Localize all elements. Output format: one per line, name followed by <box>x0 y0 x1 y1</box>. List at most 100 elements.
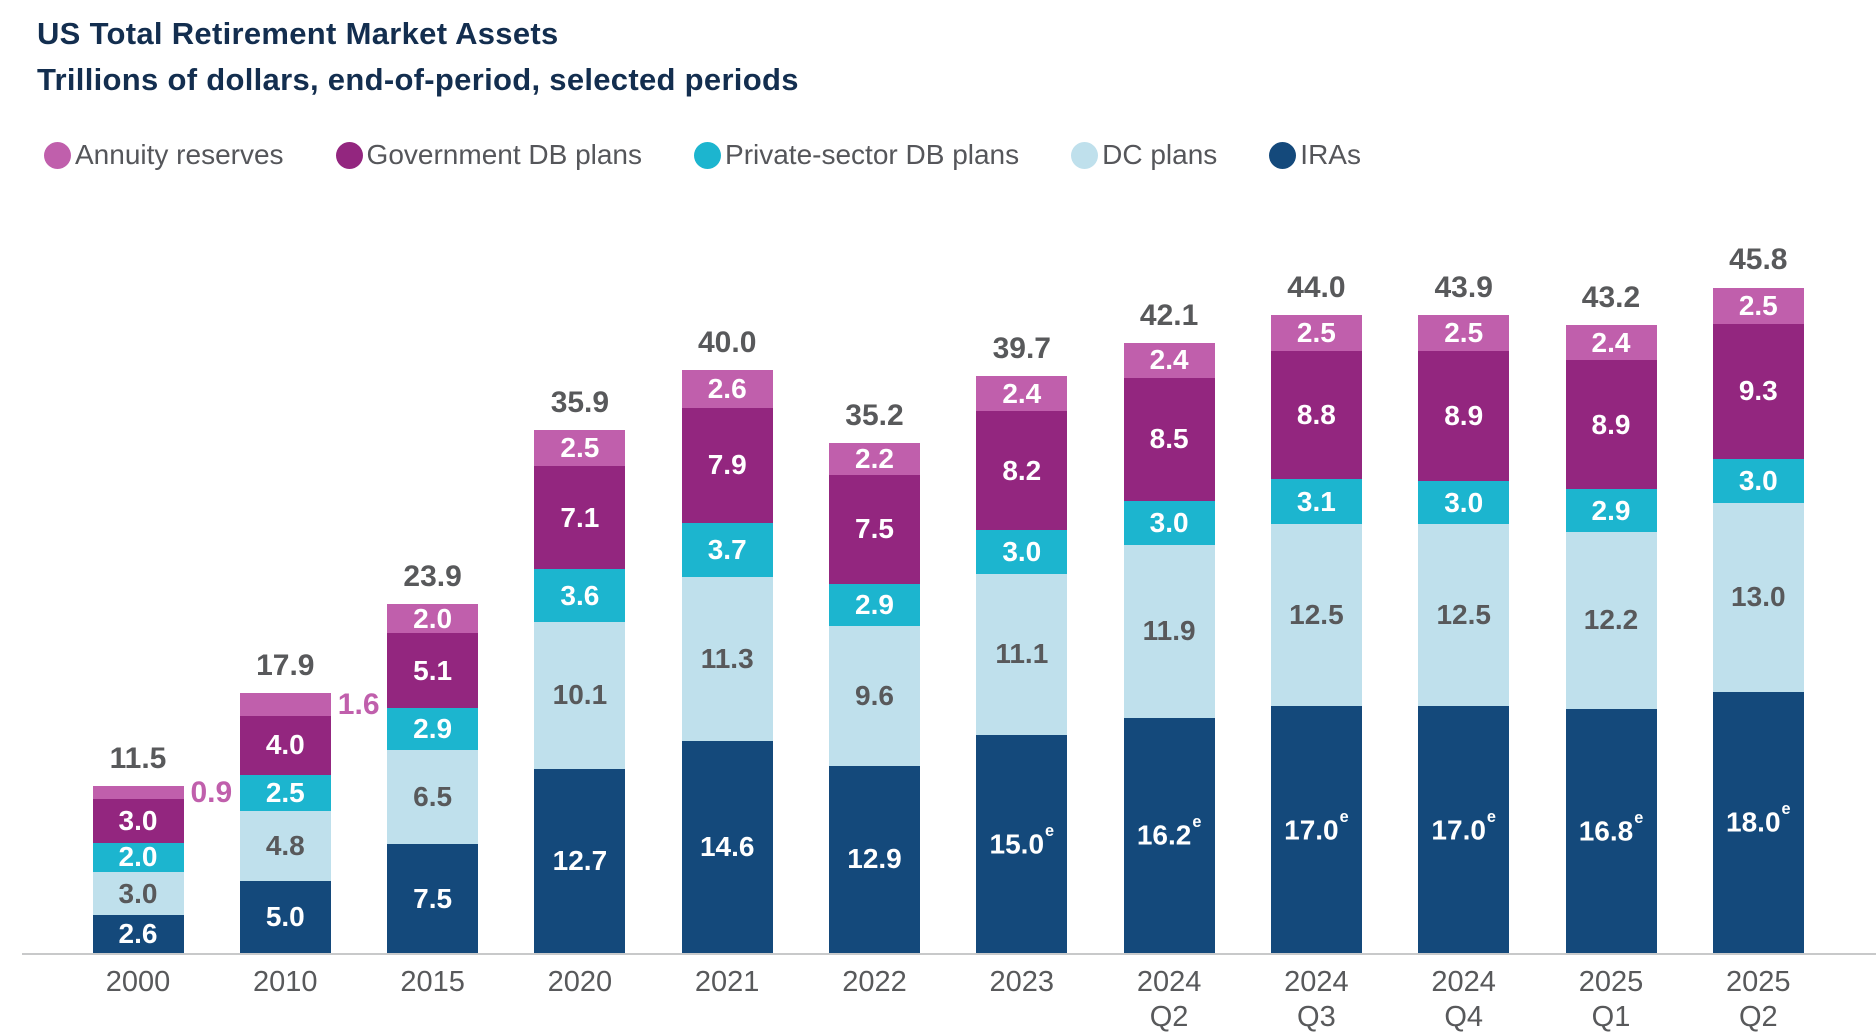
bar-segment-annuity-reserves: 2.4 <box>976 376 1068 412</box>
bar-segment-government-db-plans: 4.0 <box>239 716 331 775</box>
bar-total-label: 35.9 <box>550 385 610 419</box>
bar-segment-annuity-reserves: 2.4 <box>1123 342 1215 378</box>
segment-value-label: 12.9 <box>847 843 902 875</box>
bar-segment-private-sector-db-plans: 3.6 <box>534 569 626 622</box>
bar-segment-iras: 16.8e <box>1565 708 1657 954</box>
bar-segment-dc-plans: 12.5 <box>1270 524 1362 707</box>
segment-value-label: 2.6 <box>118 918 158 950</box>
segment-value-label: 11.1 <box>995 638 1049 670</box>
segment-value-label: 7.5 <box>855 513 894 545</box>
bar-total-label: 17.9 <box>256 648 315 682</box>
segment-value-label: 2.4 <box>1591 326 1631 358</box>
segment-value-label: 16.2e <box>1136 813 1202 851</box>
legend-dot-iras <box>1269 141 1297 169</box>
bar-segment-iras: 7.5 <box>387 844 479 954</box>
bar-segment-iras: 15.0e <box>976 735 1068 954</box>
bar-total-label: 45.8 <box>1729 243 1788 277</box>
bar-segment-iras: 5.0 <box>239 880 331 954</box>
legend-item-iras: IRAs <box>1269 139 1361 171</box>
segment-value-label: 3.0 <box>118 877 158 909</box>
bar-group-2024-q2: 2.4 8.5 3.0 11.9 16.2e 42.1 2024 Q2 <box>1123 299 1215 1033</box>
legend-dot-annuity-reserves <box>44 141 71 169</box>
bar-segment-annuity-reserves: 2.0 <box>387 602 479 634</box>
segment-value-label: 12.2 <box>1583 604 1639 636</box>
segment-value-label: 3.7 <box>707 533 747 565</box>
bar-segment-annuity-reserves: 2.4 <box>1565 325 1657 361</box>
bar-stack: 3.0 2.0 3.0 2.6 <box>92 786 184 954</box>
legend-dot-dc-plans <box>1071 141 1099 169</box>
segment-value-label: 17.0e <box>1284 807 1349 845</box>
legend-item-government-db-plans: Government DB plans <box>335 139 643 171</box>
bar-group-2023: 2.4 8.2 3.0 11.1 15.0e 39.7 2023 <box>976 332 1068 998</box>
bar-stack: 2.5 8.9 3.0 12.5 17.0e <box>1418 315 1510 954</box>
bar-segment-dc-plans: 11.1 <box>976 573 1068 736</box>
bar-total-label: 11.5 <box>109 742 167 776</box>
bar-group-2015: 2.0 5.1 2.9 6.5 7.5 23.9 2015 <box>387 560 479 998</box>
chart-legend: Annuity reserves Government DB plans Priva… <box>0 139 1876 171</box>
x-axis-label-2023: 2023 <box>989 966 1055 999</box>
segment-value-label: 2.0 <box>118 841 158 873</box>
chart-subtitle: Trillions of dollars, end-of-period, sel… <box>37 61 799 97</box>
bar-segment-dc-plans: 11.3 <box>681 576 773 741</box>
segment-value-label: 2.5 <box>1296 317 1336 349</box>
segment-value-label: 7.1 <box>560 501 600 533</box>
bar-segment-government-db-plans: 7.5 <box>829 474 920 584</box>
bar-segment-government-db-plans: 3.0 <box>92 799 184 843</box>
bar-segment-annuity-reserves: 2.5 <box>1418 315 1510 352</box>
bar-stack: 2.4 8.2 3.0 11.1 15.0e <box>976 376 1068 954</box>
bar-stack: 2.4 8.9 2.9 12.2 16.8e <box>1565 325 1657 954</box>
legend-label: Government DB plans <box>366 139 643 171</box>
segment-value-label: 11.3 <box>700 642 754 674</box>
bar-total-label: 43.9 <box>1434 270 1493 304</box>
bar-total-label: 23.9 <box>403 560 462 594</box>
segment-value-label: 16.8e <box>1578 808 1644 847</box>
segment-value-label: 14.6 <box>699 831 755 863</box>
segment-value-label: 2.5 <box>265 776 305 808</box>
bar-total-label: 43.2 <box>1581 281 1641 315</box>
bar-segment-private-sector-db-plans: 3.0 <box>1712 459 1804 503</box>
segment-value-label: 5.1 <box>413 654 453 686</box>
bar-stack: 2.5 8.8 3.1 12.5 17.0e <box>1270 314 1362 954</box>
x-axis-label-2025-q1: 2025 Q1 <box>1578 966 1644 1033</box>
segment-value-label: 15.0e <box>989 822 1055 860</box>
bar-total-label: 44.0 <box>1287 270 1346 304</box>
x-axis-label-2015: 2015 <box>400 966 465 999</box>
segment-value-label: 2.6 <box>707 373 747 405</box>
bar-segment-annuity-reserves: 2.5 <box>1270 314 1362 352</box>
bar-segment-annuity-reserves <box>92 786 184 800</box>
chart-title: US Total Retirement Market Assets <box>37 16 559 51</box>
legend-item-dc-plans: DC plans <box>1071 139 1217 171</box>
segment-value-label: 2.0 <box>413 602 453 634</box>
bar-stack: 4.0 2.5 4.8 5.0 <box>239 693 331 954</box>
segment-value-label: 3.0 <box>1149 506 1189 538</box>
bar-group-2025-q1: 2.4 8.9 2.9 12.2 16.8e 43.2 2025 Q1 <box>1565 281 1657 1033</box>
bar-segment-private-sector-db-plans: 3.7 <box>681 522 773 577</box>
legend-label: Annuity reserves <box>75 139 284 171</box>
bar-segment-annuity-reserves: 2.6 <box>681 370 773 408</box>
segment-value-label: 11.9 <box>1142 615 1196 647</box>
bar-total-label: 42.1 <box>1139 298 1199 332</box>
x-axis-label-2020: 2020 <box>547 966 613 999</box>
segment-value-label: 8.8 <box>1296 399 1336 431</box>
bar-total-label: 40.0 <box>697 326 757 360</box>
segment-value-label: 8.9 <box>1444 400 1484 431</box>
bar-segment-dc-plans: 12.2 <box>1565 531 1657 709</box>
bar-group-2024-q4: 2.5 8.9 3.0 12.5 17.0e 43.9 2024 Q4 <box>1418 271 1510 1033</box>
bar-group-2022: 2.2 7.5 2.9 9.6 12.9 35.2 2022 <box>829 399 920 998</box>
legend-label: DC plans <box>1102 139 1218 171</box>
legend-label: IRAs <box>1300 139 1361 171</box>
bar-segment-iras: 12.7 <box>534 768 626 954</box>
segment-value-label: 4.8 <box>265 829 305 861</box>
bar-segment-private-sector-db-plans: 3.0 <box>1418 480 1510 525</box>
segment-value-label: 8.9 <box>1591 408 1631 440</box>
bar-segment-iras: 2.6 <box>92 915 184 954</box>
segment-value-label: 2.9 <box>1591 494 1631 526</box>
x-axis-label-2024-q3: 2024 Q3 <box>1284 966 1349 1033</box>
segment-value-label: 9.3 <box>1738 375 1778 407</box>
bar-segment-dc-plans: 13.0 <box>1712 502 1804 692</box>
bar-segment-private-sector-db-plans: 3.0 <box>976 530 1068 574</box>
bar-segment-dc-plans: 9.6 <box>829 626 920 766</box>
segment-value-label: 3.0 <box>1002 536 1042 567</box>
x-axis-label-2021: 2021 <box>694 966 760 999</box>
bar-total-label: 35.2 <box>845 398 904 432</box>
